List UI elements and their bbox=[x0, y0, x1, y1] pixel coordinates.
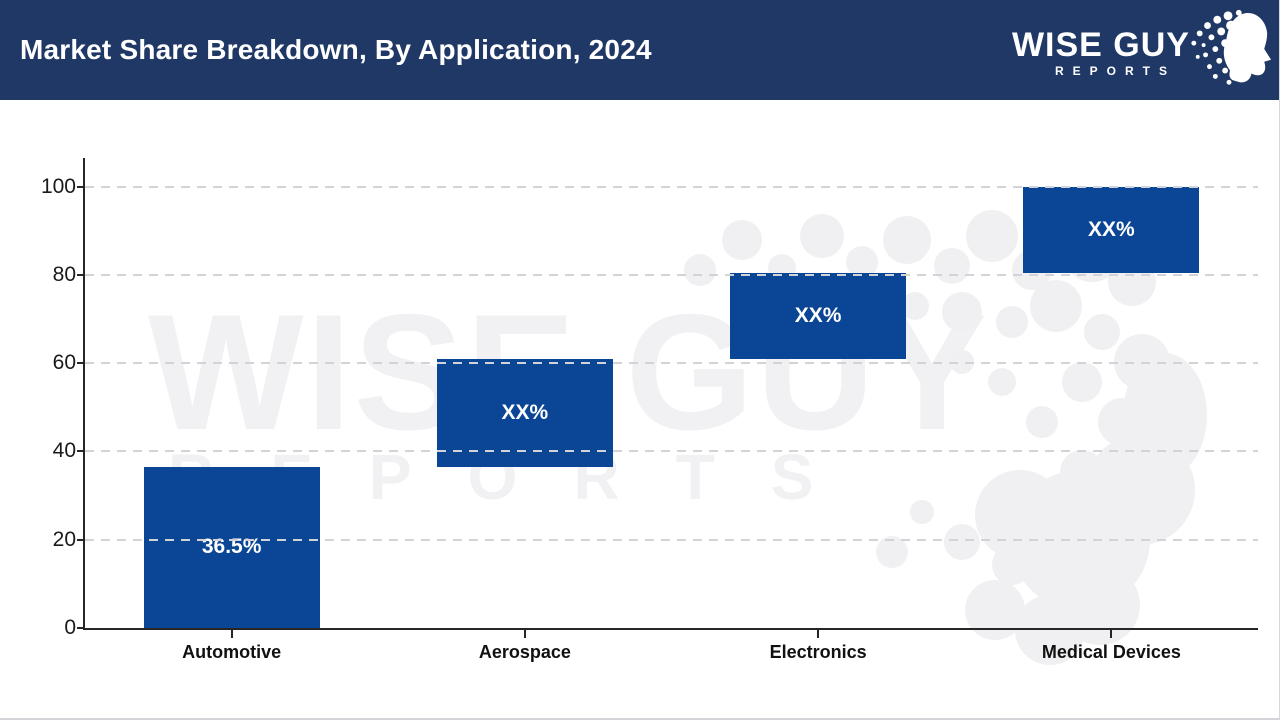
y-axis-line bbox=[83, 158, 85, 630]
bar-automotive: 36.5% bbox=[143, 466, 320, 628]
gridline-40 bbox=[85, 450, 1258, 453]
x-tick-mark bbox=[230, 630, 233, 638]
bar-value-label: XX% bbox=[1088, 217, 1135, 241]
page-title: Market Share Breakdown, By Application, … bbox=[20, 34, 652, 65]
x-category-label: Medical Devices bbox=[1041, 642, 1181, 662]
y-tick-mark bbox=[77, 538, 85, 541]
x-category-label: Automotive bbox=[182, 642, 282, 662]
brand-face-icon bbox=[1191, 9, 1272, 85]
x-axis-line bbox=[83, 628, 1258, 630]
y-tick-mark bbox=[77, 273, 85, 276]
y-tick-mark bbox=[77, 362, 85, 365]
y-tick-mark bbox=[77, 450, 85, 453]
y-tick-mark bbox=[77, 185, 85, 188]
bar-value-label: XX% bbox=[501, 400, 549, 424]
y-tick-label: 100 bbox=[40, 174, 76, 198]
header: Market Share Breakdown, By Application, … bbox=[0, 0, 1279, 100]
bar-value-label: XX% bbox=[794, 303, 842, 327]
gridline-80 bbox=[85, 273, 1258, 276]
x-tick-mark bbox=[817, 630, 820, 638]
gridline-20 bbox=[85, 538, 1258, 541]
bar-value-label: 36.5% bbox=[201, 535, 262, 559]
gridline-100 bbox=[85, 185, 1258, 188]
gridline-60 bbox=[85, 362, 1258, 365]
y-tick-label: 60 bbox=[52, 351, 76, 375]
y-tick-label: 80 bbox=[52, 262, 76, 286]
y-tick-label: 0 bbox=[64, 616, 76, 639]
x-category-label: Electronics bbox=[769, 642, 867, 662]
y-tick-mark bbox=[77, 627, 85, 629]
y-tick-label: 20 bbox=[52, 527, 76, 551]
x-tick-mark bbox=[523, 630, 526, 638]
bar-medical-devices: XX% bbox=[1023, 186, 1200, 273]
chart-area: WISE GUY REPORTS 36.5% XX% XX% XX% 0 20 40 60 8… bbox=[0, 100, 1279, 718]
brand-name: WISE GUY bbox=[1011, 26, 1190, 64]
x-tick-mark bbox=[1110, 630, 1113, 638]
y-tick-label: 40 bbox=[52, 439, 76, 463]
brand-logo: WISE GUY REPORTS bbox=[1012, 0, 1272, 100]
x-category-label: Aerospace bbox=[478, 642, 571, 662]
brand-subtitle: REPORTS bbox=[1054, 64, 1176, 78]
bar-aerospace: XX% bbox=[436, 358, 613, 467]
bar-electronics: XX% bbox=[730, 272, 907, 359]
